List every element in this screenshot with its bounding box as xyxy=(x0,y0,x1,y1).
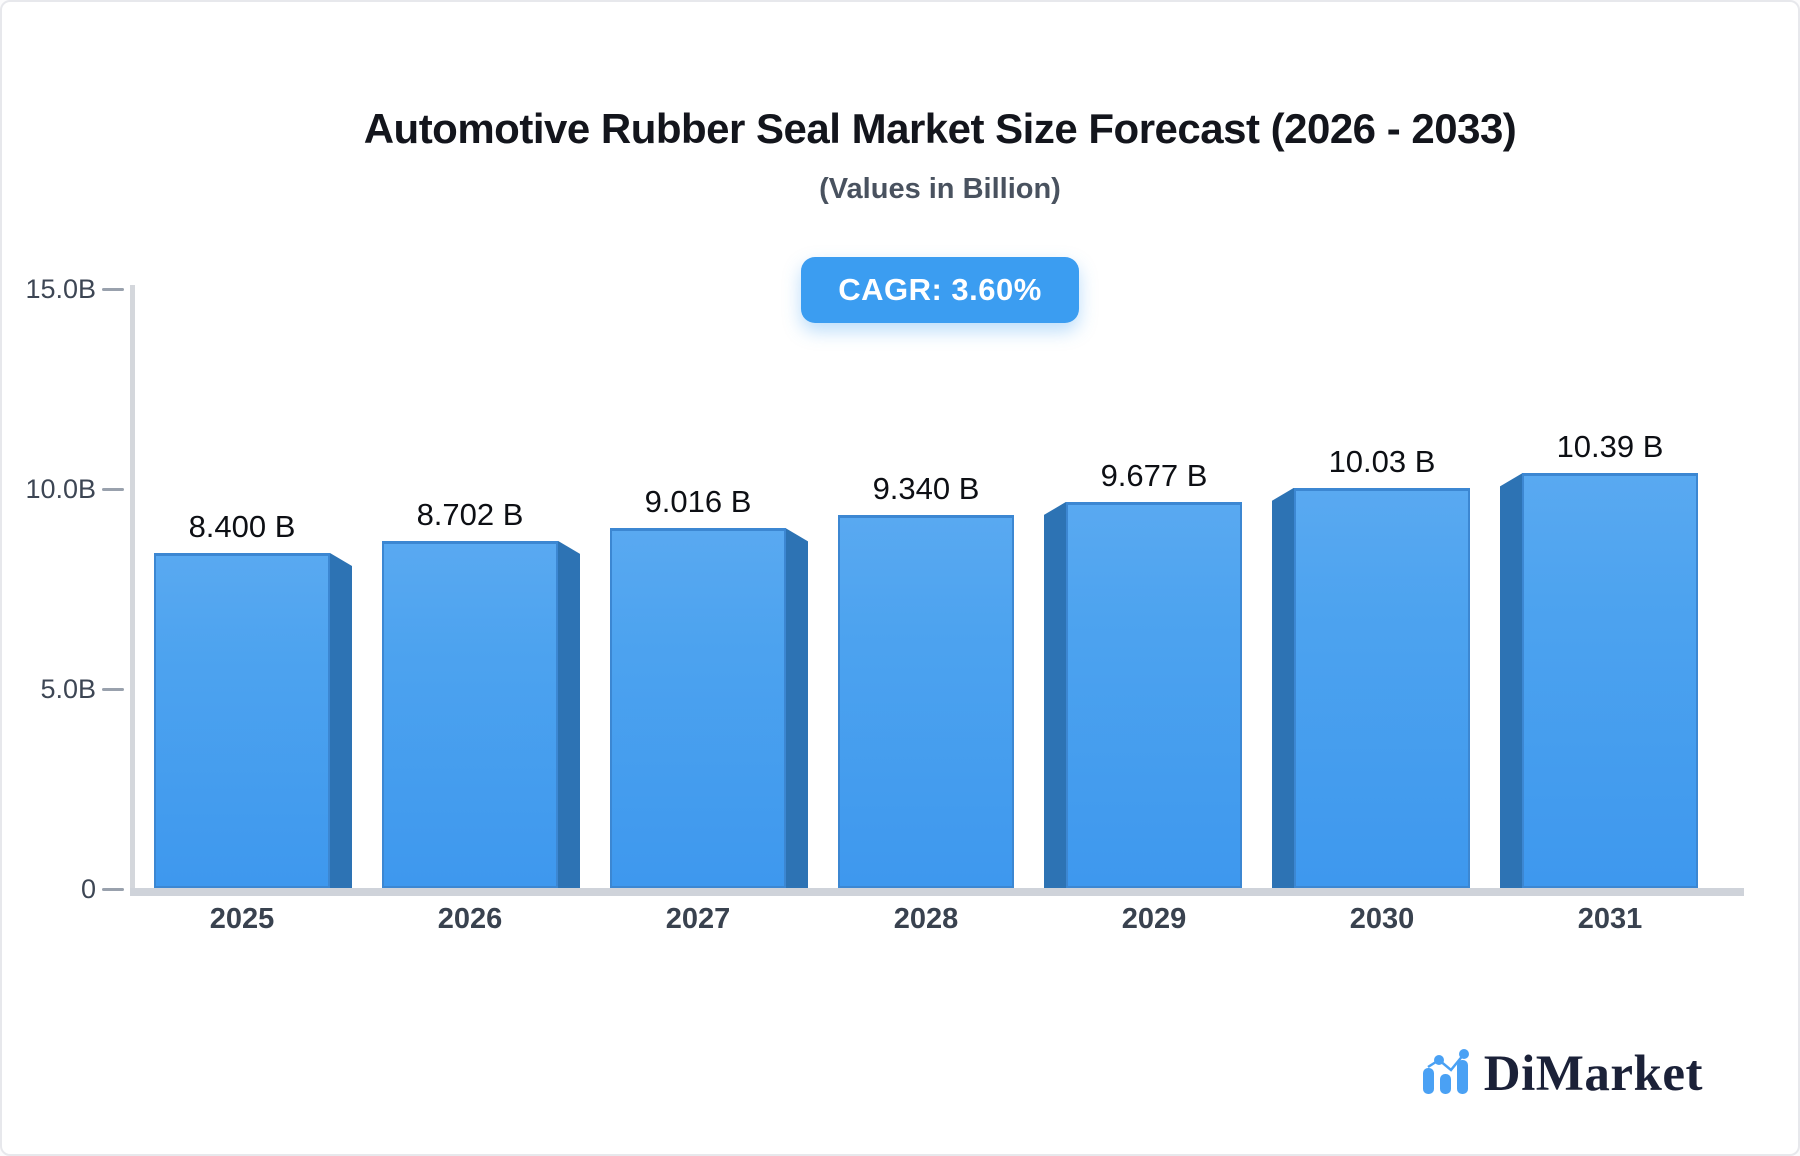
bar-2027 xyxy=(610,528,786,888)
bar-3d-side-2025 xyxy=(330,553,352,888)
bar-value-label-2028: 9.340 B xyxy=(872,471,980,507)
bar-2030 xyxy=(1294,487,1470,888)
bar-2028 xyxy=(838,515,1014,888)
bar-value-label-2030: 10.03 B xyxy=(1328,443,1436,479)
chart-header: Automotive Rubber Seal Market Size Forec… xyxy=(135,2,1745,323)
y-tick-dash xyxy=(102,487,124,491)
bar-value-label-2025: 8.400 B xyxy=(188,509,296,544)
y-tick-dash xyxy=(102,287,124,291)
y-tick-dash xyxy=(102,887,124,891)
bar-2025 xyxy=(154,553,330,888)
bar-value-label-2029: 9.677 B xyxy=(1100,457,1208,493)
y-tick-label: 10.0B xyxy=(25,474,96,504)
y-tick-label: 5.0B xyxy=(40,674,96,704)
bar-3d-side-2029 xyxy=(1044,501,1066,888)
bar-value-label-2027: 9.016 B xyxy=(644,484,752,520)
x-tick-label-2028: 2028 xyxy=(893,903,959,935)
bar-2026 xyxy=(382,540,558,888)
cagr-badge: CAGR: 3.60% xyxy=(801,257,1079,323)
bar-3d-side-2030 xyxy=(1272,487,1294,888)
bar-chart-logo-icon xyxy=(1422,1049,1469,1094)
x-tick-label-2027: 2027 xyxy=(665,903,731,935)
x-tick-label-2026: 2026 xyxy=(437,903,503,935)
x-axis-baseline xyxy=(130,888,1744,896)
y-axis-line xyxy=(130,285,135,896)
bar-3d-side-2027 xyxy=(786,528,808,888)
bar-3d-side-2026 xyxy=(558,540,580,888)
x-tick-label-2030: 2030 xyxy=(1349,903,1415,935)
bar-2031 xyxy=(1522,473,1698,888)
bar-value-label-2026: 8.702 B xyxy=(416,496,524,532)
y-tick-label: 0 xyxy=(80,874,96,904)
x-tick-label-2031: 2031 xyxy=(1577,903,1643,935)
x-tick-label-2029: 2029 xyxy=(1121,903,1187,935)
bar-3d-side-2031 xyxy=(1500,473,1522,888)
y-tick-label: 15.0B xyxy=(25,274,96,304)
y-tick-dash xyxy=(102,687,124,691)
chart-subtitle: (Values in Billion) xyxy=(819,173,1061,205)
x-tick-label-2025: 2025 xyxy=(209,903,275,935)
chart-title: Automotive Rubber Seal Market Size Forec… xyxy=(363,105,1517,152)
bar-value-label-2031: 10.39 B xyxy=(1556,429,1664,465)
brand-logo: DiMarket xyxy=(1421,1046,1703,1102)
brand-name: DiMarket xyxy=(1483,1046,1703,1102)
bar-2029 xyxy=(1066,501,1242,888)
